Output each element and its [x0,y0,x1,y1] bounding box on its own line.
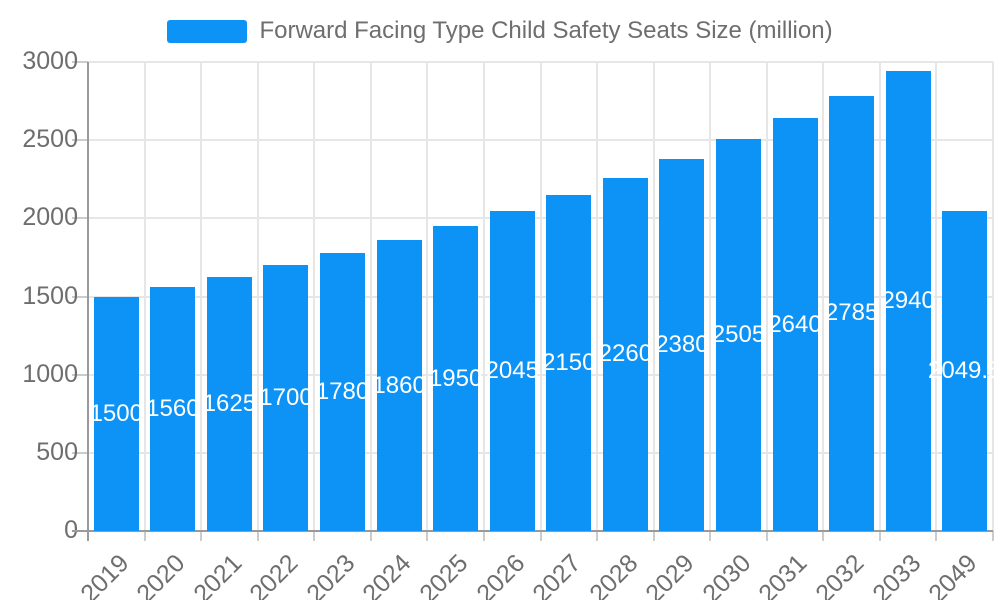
x-axis-tick-label: 2023 [301,549,361,600]
bar-2026[interactable] [489,211,535,531]
y-axis-tick [72,61,88,63]
bar-2025[interactable] [433,226,479,531]
bar-2028[interactable] [602,177,648,531]
bar-2029[interactable] [659,158,705,531]
bar-2030[interactable] [715,139,761,531]
x-axis-tick [652,531,655,541]
bar-2032[interactable] [829,95,875,531]
x-axis-tick-label: 2027 [527,549,587,600]
y-axis-tick-label: 0 [64,516,78,545]
x-axis-tick-label: 2020 [131,549,191,600]
x-axis-tick [143,531,146,541]
bar-2023[interactable] [320,252,366,531]
legend-label: Forward Facing Type Child Safety Seats S… [259,17,833,44]
x-axis-tick-label: 2026 [470,549,531,600]
bar-2021[interactable] [206,276,252,531]
y-axis-tick-label: 3000 [22,46,78,75]
x-axis-tick [935,531,938,541]
bar-2031[interactable] [772,118,818,531]
legend-item[interactable]: Forward Facing Type Child Safety Seats S… [0,17,1000,45]
bar-2020[interactable] [150,287,196,531]
gridline-vertical [256,62,259,531]
gridline-vertical [992,62,994,531]
gridline-vertical [426,62,429,531]
y-axis-tick-label: 2500 [22,125,78,154]
x-axis-line [72,530,993,532]
gridline-vertical [539,62,542,531]
x-axis-tick-label: 2025 [414,549,474,600]
y-axis-tick-label: 2000 [22,203,78,232]
x-axis-tick [596,531,599,541]
gridline-vertical [596,62,599,531]
x-axis-tick-label: 2033 [866,549,926,600]
gridline-vertical [369,62,372,531]
gridline-vertical [765,62,768,531]
y-axis-tick [72,295,88,298]
x-axis-tick-label: 2029 [640,549,700,600]
gridline-vertical [652,62,655,531]
x-axis-tick [709,531,712,541]
gridline-vertical [878,62,881,531]
bar-2024[interactable] [376,240,422,531]
bar-2019[interactable] [93,296,139,531]
y-axis-tick-label: 1500 [22,281,78,310]
x-axis-tick-label: 2049 [923,549,983,600]
gridline-vertical [709,62,712,531]
x-axis-tick-label: 2019 [74,549,135,600]
y-axis-tick [72,451,88,454]
legend-swatch [167,19,248,43]
bar-2022[interactable] [263,265,309,531]
x-axis-tick-label: 2030 [697,549,757,600]
y-axis-line [87,62,89,541]
x-axis-tick [313,531,316,541]
x-axis-tick-label: 2031 [753,549,813,600]
x-axis-tick-label: 2028 [584,549,644,600]
y-axis-tick-label: 1000 [22,359,78,388]
x-axis-tick [200,531,203,541]
gridline-vertical [482,62,485,531]
bar-2027[interactable] [546,194,592,531]
x-axis-tick [765,531,768,541]
x-axis-tick [878,531,881,541]
y-axis-tick [72,139,88,142]
y-axis-tick [72,217,88,220]
x-axis-tick [256,531,259,541]
gridline-vertical [143,62,146,531]
bar-2033[interactable] [885,71,931,531]
gridline-vertical [822,62,825,531]
x-axis-tick-label: 2032 [810,549,870,600]
y-axis-tick-label: 500 [36,437,78,466]
gridline-vertical [313,62,316,531]
x-axis-tick [539,531,542,541]
x-axis-tick-label: 2022 [244,549,304,600]
gridline-vertical [200,62,203,531]
x-axis-tick-label: 2021 [188,549,248,600]
x-axis-tick [369,531,372,541]
x-axis-tick [482,531,485,541]
x-axis-tick [822,531,825,541]
bar-2049[interactable] [942,210,988,531]
x-axis-tick [426,531,429,541]
gridline-vertical [935,62,938,531]
y-axis-tick [72,373,88,376]
x-axis-tick [992,531,994,541]
x-axis-tick-label: 2024 [357,549,417,600]
